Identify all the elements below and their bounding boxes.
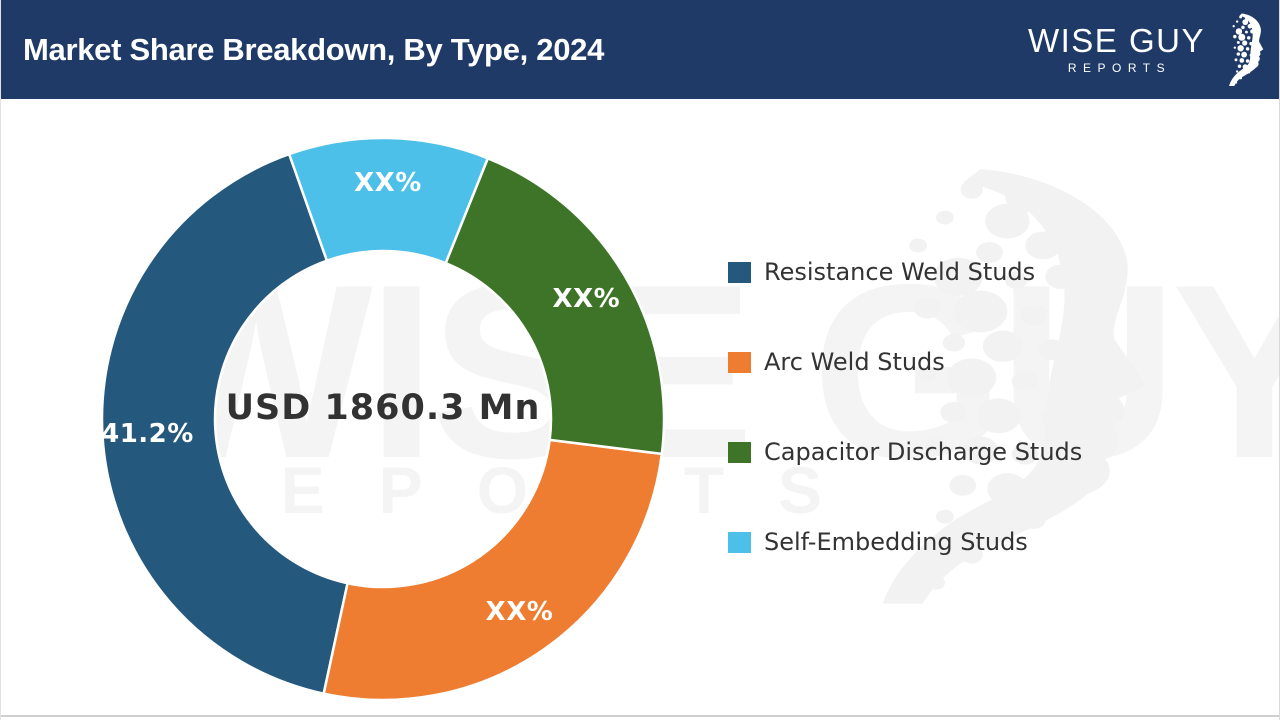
segment-value-label: XX% [485,596,554,627]
brand-face-icon [1229,12,1264,86]
legend-label: Resistance Weld Studs [764,258,1036,286]
segment-value-label: XX% [552,284,621,315]
legend-label: Self-Embedding Studs [764,528,1028,556]
brand-logo: WISE GUY REPORTS [1028,0,1265,99]
legend-swatch-arc-weld-studs [728,351,751,373]
header-bar: Market Share Breakdown, By Type, 2024 WI… [1,0,1279,99]
segment-value-label: XX% [354,168,422,199]
donut-chart [100,136,666,702]
legend-item: Self-Embedding Studs [728,528,1082,556]
legend-swatch-self-embedding-studs [728,531,751,553]
watermark-subtext: REPORTS [179,453,877,527]
brand-text: WISE GUY REPORTS [1027,22,1205,76]
segment-value-label: 41.2% [101,419,194,450]
donut-segment-0 [100,152,349,695]
page-bottom-divider [1,715,1279,717]
legend-swatch-resistance-weld-studs [728,261,751,283]
legend-item: Resistance Weld Studs [728,258,1082,286]
page-title: Market Share Breakdown, By Type, 2024 [23,31,605,67]
chart-center-value: USD 1860.3 Mn [225,388,541,428]
donut-segment-2 [444,157,666,456]
legend-swatch-capacitor-discharge-studs [728,441,751,463]
legend-label: Arc Weld Studs [764,348,945,376]
legend: Resistance Weld Studs Arc Weld Studs Cap… [728,258,1083,621]
brand-name: WISE GUY [1027,22,1205,59]
brand-subtitle: REPORTS [1067,61,1172,75]
donut-segment-3 [287,136,490,265]
legend-item: Capacitor Discharge Studs [728,438,1083,466]
donut-segment-1 [322,438,664,702]
legend-label: Capacitor Discharge Studs [764,438,1083,466]
legend-item: Arc Weld Studs [728,348,1082,376]
